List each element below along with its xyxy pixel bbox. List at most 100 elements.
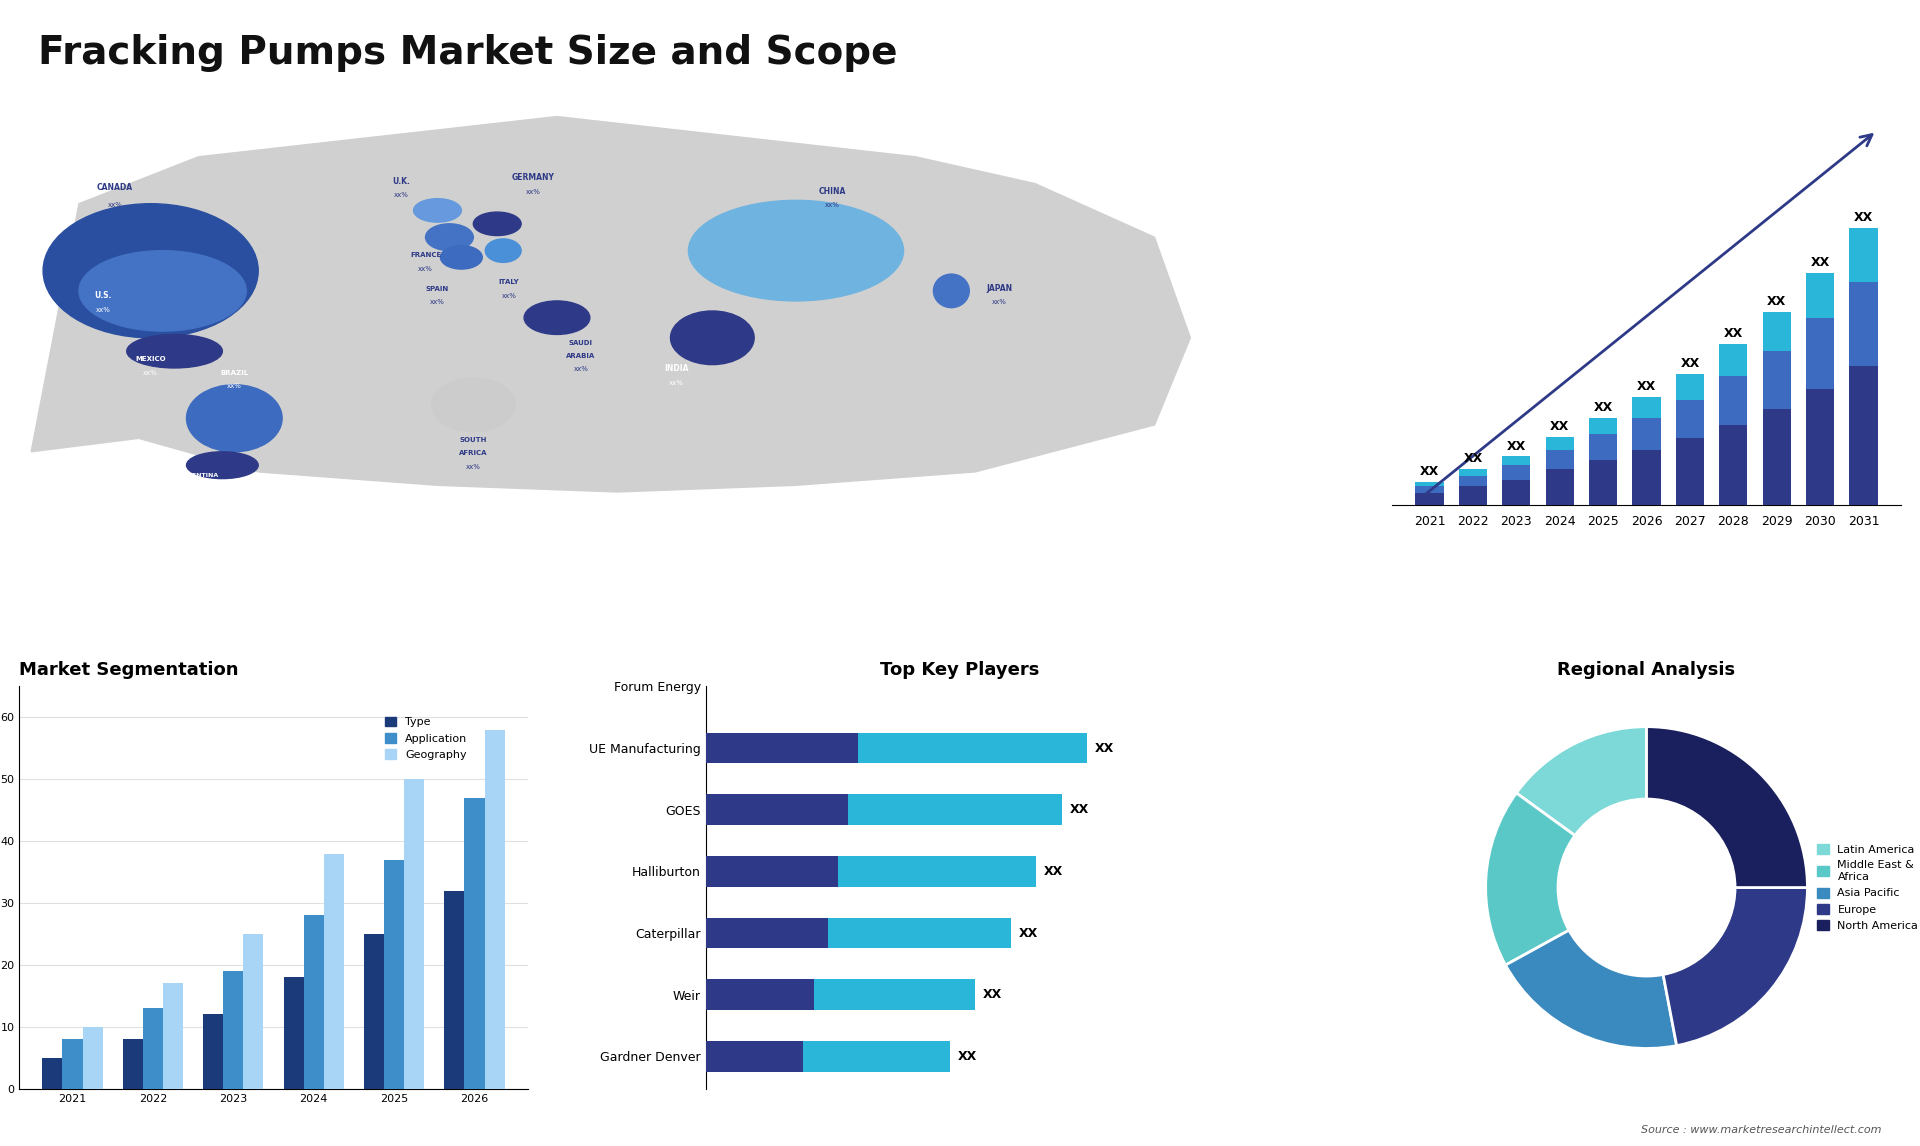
Text: xx%: xx% (467, 463, 480, 470)
Text: U.K.: U.K. (394, 176, 411, 186)
Bar (365, 934, 384, 1089)
Bar (1849, 366, 1878, 505)
Text: XX: XX (1463, 453, 1482, 465)
Bar (1459, 486, 1486, 505)
Bar (244, 934, 263, 1089)
Text: xx%: xx% (96, 307, 109, 313)
Bar (1676, 438, 1705, 505)
Ellipse shape (486, 238, 520, 262)
Bar (1807, 319, 1834, 390)
Text: xx%: xx% (144, 370, 157, 376)
Bar (1501, 465, 1530, 480)
Text: XX: XX (983, 988, 1002, 1002)
Text: xx%: xx% (227, 383, 242, 390)
Bar (303, 916, 324, 1089)
Bar (1546, 437, 1574, 450)
Text: XX: XX (1724, 328, 1743, 340)
Bar (1763, 351, 1791, 409)
Ellipse shape (127, 335, 223, 368)
Bar (1718, 376, 1747, 425)
Text: SAUDI: SAUDI (568, 339, 593, 345)
Text: xx%: xx% (668, 379, 684, 386)
Text: xx%: xx% (394, 193, 409, 198)
Legend: Type, Application, Geography: Type, Application, Geography (380, 712, 472, 764)
Text: xx%: xx% (824, 202, 839, 209)
Text: XX: XX (1680, 356, 1699, 370)
Bar (42, 1058, 63, 1089)
Ellipse shape (670, 311, 755, 364)
Text: XX: XX (1766, 295, 1786, 308)
Bar (324, 854, 344, 1089)
Text: XX: XX (1018, 926, 1037, 940)
Bar (1546, 469, 1574, 505)
Polygon shape (31, 117, 1190, 492)
Bar (707, 732, 858, 763)
Text: GERMANY: GERMANY (511, 173, 555, 182)
Bar (284, 978, 303, 1089)
Text: ITALY: ITALY (499, 280, 520, 285)
Bar (1807, 390, 1834, 505)
Ellipse shape (426, 223, 474, 251)
Text: xx%: xx% (192, 487, 205, 492)
Bar (1459, 469, 1486, 476)
Bar (803, 1041, 950, 1072)
Text: XX: XX (1507, 440, 1526, 453)
Bar (1415, 486, 1444, 493)
Ellipse shape (524, 301, 589, 335)
Bar (849, 794, 1062, 825)
Bar (163, 983, 182, 1089)
Bar (223, 971, 244, 1089)
Bar (1501, 456, 1530, 465)
Text: INDIA: INDIA (664, 364, 689, 374)
Bar (1849, 282, 1878, 366)
Bar (465, 798, 484, 1089)
Ellipse shape (474, 212, 520, 236)
Ellipse shape (79, 251, 246, 331)
Text: xx%: xx% (501, 292, 516, 299)
Ellipse shape (413, 198, 461, 222)
Bar (1459, 476, 1486, 486)
Wedge shape (1517, 727, 1647, 835)
Bar (1415, 493, 1444, 505)
Title: Top Key Players: Top Key Players (879, 661, 1041, 680)
Bar (1501, 480, 1530, 505)
Ellipse shape (186, 452, 257, 479)
Bar (1718, 425, 1747, 505)
Text: JAPAN: JAPAN (987, 284, 1012, 293)
Text: xx%: xx% (108, 202, 123, 209)
Bar (837, 856, 1037, 887)
Text: XX: XX (1811, 257, 1830, 269)
Text: MEXICO: MEXICO (134, 356, 165, 362)
Bar (828, 918, 1010, 949)
Text: xx%: xx% (430, 299, 445, 305)
Bar (1763, 409, 1791, 505)
Bar (1590, 461, 1617, 505)
Text: BRAZIL: BRAZIL (221, 370, 248, 376)
Ellipse shape (689, 201, 904, 301)
Ellipse shape (432, 378, 515, 432)
Text: XX: XX (958, 1050, 977, 1062)
Text: XX: XX (1638, 380, 1657, 393)
Bar (1546, 450, 1574, 469)
Bar (1849, 228, 1878, 282)
Bar (123, 1039, 142, 1089)
Text: AFRICA: AFRICA (459, 450, 488, 456)
Wedge shape (1486, 793, 1574, 965)
Bar (1632, 417, 1661, 450)
Bar (707, 1041, 803, 1072)
Bar (814, 980, 975, 1010)
Bar (83, 1027, 102, 1089)
Text: CANADA: CANADA (96, 183, 132, 193)
Bar (142, 1008, 163, 1089)
Bar (707, 918, 828, 949)
Bar (63, 1039, 83, 1089)
Legend: Latin America, Middle East &
Africa, Asia Pacific, Europe, North America: Latin America, Middle East & Africa, Asi… (1812, 840, 1920, 935)
Bar (707, 980, 814, 1010)
Wedge shape (1663, 887, 1807, 1045)
Text: Market Segmentation: Market Segmentation (19, 661, 238, 680)
Text: U.S.: U.S. (94, 291, 111, 299)
Text: SOUTH: SOUTH (459, 437, 488, 442)
Ellipse shape (440, 245, 482, 269)
Text: SPAIN: SPAIN (426, 285, 449, 292)
Text: Fracking Pumps Market Size and Scope: Fracking Pumps Market Size and Scope (38, 34, 899, 72)
